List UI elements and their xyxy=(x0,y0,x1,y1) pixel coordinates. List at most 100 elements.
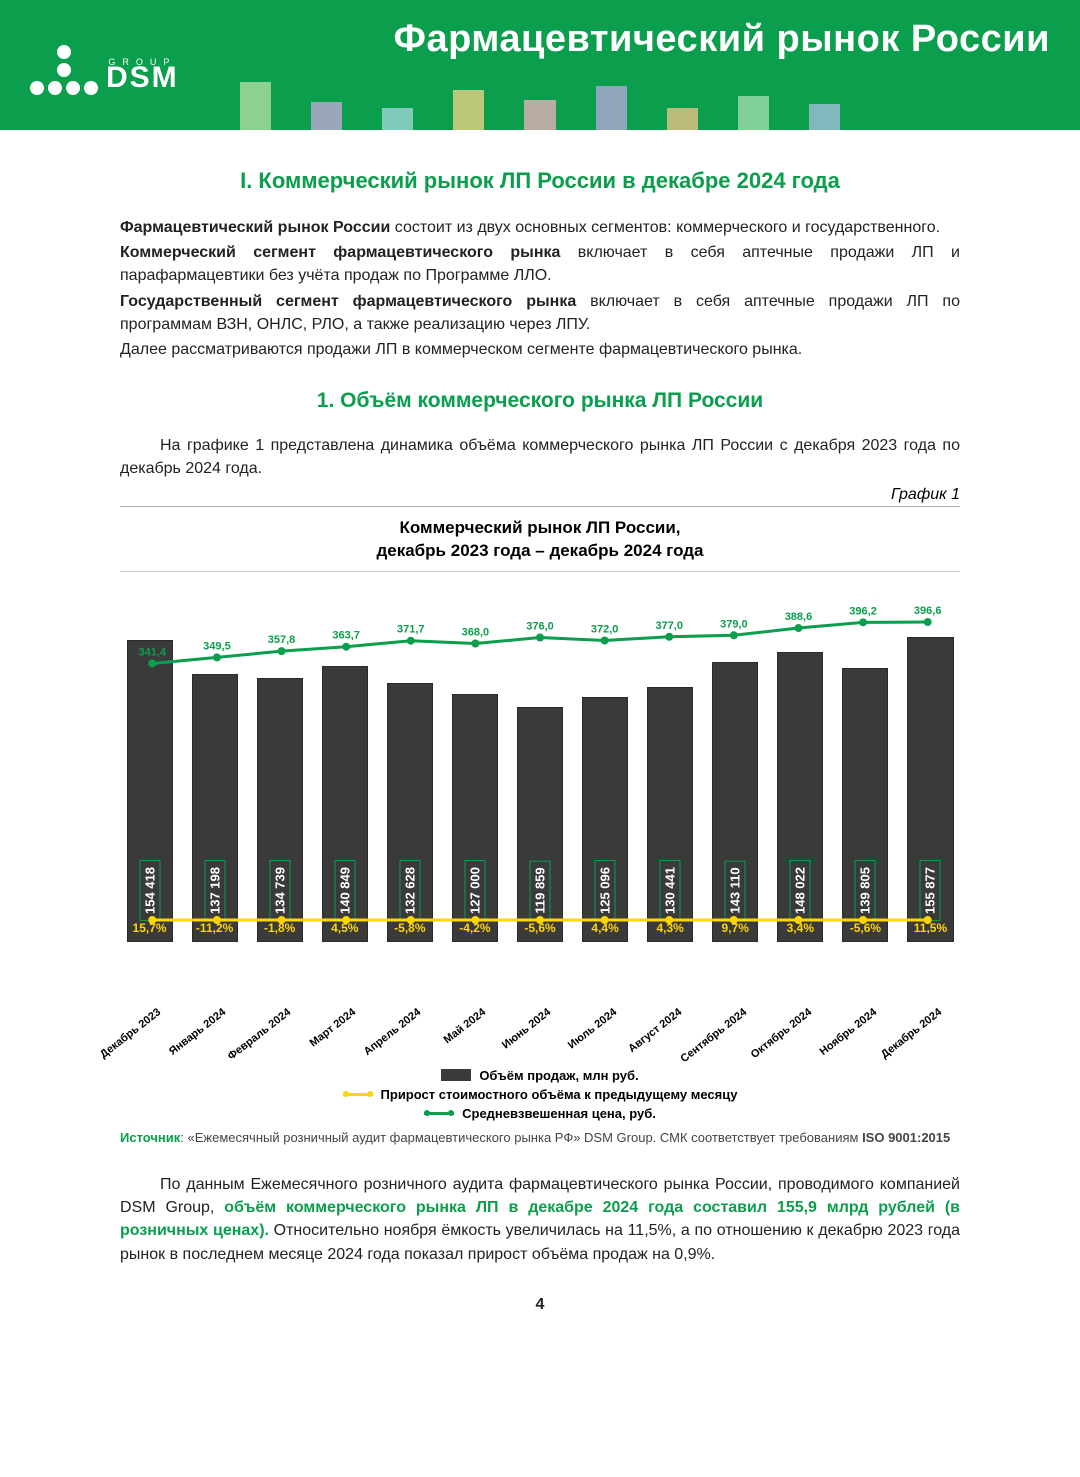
bar-value-label: 125 096 xyxy=(595,860,616,921)
bar-value-label: 140 849 xyxy=(334,860,355,921)
bar-column: 140 8494,5% xyxy=(315,602,374,942)
bar: 119 859-5,6% xyxy=(517,707,563,941)
bar: 127 000-4,2% xyxy=(452,694,498,942)
bar-pct-label: -1,8% xyxy=(264,921,295,935)
banner-decor-bar xyxy=(809,104,840,130)
bar-column: 148 0223,4% xyxy=(771,602,830,942)
legend-item-yellow: Прирост стоимостного объёма к предыдущем… xyxy=(343,1087,738,1102)
source-text: : «Ежемесячный розничный аудит фармацевт… xyxy=(180,1130,862,1145)
bold-span: Государственный сегмент фармацевтическог… xyxy=(120,293,576,310)
bar: 140 8494,5% xyxy=(322,666,368,941)
chart-intro-text: На графике 1 представлена динамика объём… xyxy=(120,435,960,480)
banner-decor-bar xyxy=(524,100,555,130)
chart-x-labels: Декабрь 2023Январь 2024Февраль 2024Март … xyxy=(120,988,960,1018)
bar: 148 0223,4% xyxy=(777,652,823,941)
bar-value-label: 143 110 xyxy=(725,860,746,920)
intro-para-4: Далее рассматриваются продажи ЛП в комме… xyxy=(120,338,960,361)
bar: 139 805-5,6% xyxy=(842,668,888,941)
chart-container: 154 41815,7% 137 198-11,2% 134 739-1,8% 140… xyxy=(120,602,960,1147)
legend-item-bar: Объём продаж, млн руб. xyxy=(441,1068,638,1083)
bar: 132 628-5,8% xyxy=(387,683,433,942)
chart-plot-area: 154 41815,7% 137 198-11,2% 134 739-1,8% 140… xyxy=(120,602,960,942)
bar-column: 119 859-5,6% xyxy=(510,602,569,942)
bar-value-label: 155 877 xyxy=(920,860,941,921)
header-banner: GROUP DSM Фармацевтический рынок России xyxy=(0,0,1080,130)
legend-swatch-bar-icon xyxy=(441,1069,471,1081)
bold-span: Фармацевтический рынок России xyxy=(120,219,390,236)
chart-title-line2: декабрь 2023 года – декабрь 2024 года xyxy=(376,541,703,560)
banner-decor-bars xyxy=(0,75,1080,130)
bar-value-label: 139 805 xyxy=(855,860,876,921)
bar-column: 139 805-5,6% xyxy=(836,602,895,942)
bar-column: 127 000-4,2% xyxy=(445,602,504,942)
bar-value-label: 132 628 xyxy=(399,860,420,921)
bar: 154 41815,7% xyxy=(127,640,173,942)
intro-para-2: Коммерческий сегмент фармацевтического р… xyxy=(120,241,960,287)
x-axis-label: Декабрь 2024 xyxy=(913,988,978,1048)
bar-column: 130 4414,3% xyxy=(641,602,700,942)
page-number: 4 xyxy=(120,1296,960,1314)
bar-column: 154 41815,7% xyxy=(120,602,179,942)
intro-para-3: Государственный сегмент фармацевтическог… xyxy=(120,290,960,336)
banner-decor-bar xyxy=(453,90,484,130)
content-area: I. Коммерческий рынок ЛП России в декабр… xyxy=(0,130,1080,1354)
banner-decor-bar xyxy=(311,102,342,130)
bar-column: 143 1109,7% xyxy=(706,602,765,942)
bar-pct-label: 3,4% xyxy=(787,921,814,935)
bar: 137 198-11,2% xyxy=(192,674,238,942)
legend-label: Средневзвешенная цена, руб. xyxy=(462,1106,656,1121)
bar-column: 134 739-1,8% xyxy=(250,602,309,942)
text-span: состоит из двух основных сегментов: комм… xyxy=(390,219,940,236)
bar-pct-label: 4,4% xyxy=(591,921,618,935)
bar-column: 132 628-5,8% xyxy=(380,602,439,942)
bar-pct-label: 9,7% xyxy=(722,921,749,935)
legend-item-green: Средневзвешенная цена, руб. xyxy=(424,1106,656,1121)
chart-source: Источник: «Ежемесячный розничный аудит ф… xyxy=(120,1129,960,1147)
legend-label: Объём продаж, млн руб. xyxy=(479,1068,638,1083)
source-iso: ISO 9001:2015 xyxy=(862,1130,950,1145)
bars-row: 154 41815,7% 137 198-11,2% 134 739-1,8% 140… xyxy=(120,602,960,942)
subsection-heading: 1. Объём коммерческого рынка ЛП России xyxy=(120,389,960,413)
bar-column: 125 0964,4% xyxy=(576,602,635,942)
bar-value-label: 119 859 xyxy=(530,860,551,920)
bar: 143 1109,7% xyxy=(712,662,758,942)
bar-pct-label: 15,7% xyxy=(133,921,167,935)
bar-pct-label: -5,6% xyxy=(850,921,881,935)
bar-pct-label: 11,5% xyxy=(914,921,947,935)
bar-column: 137 198-11,2% xyxy=(185,602,244,942)
bar-value-label: 127 000 xyxy=(464,860,485,921)
bar-pct-label: -11,2% xyxy=(196,921,233,935)
legend-label: Прирост стоимостного объёма к предыдущем… xyxy=(381,1087,738,1102)
bar: 130 4414,3% xyxy=(647,687,693,942)
bar-value-label: 148 022 xyxy=(790,860,811,921)
bar-value-label: 154 418 xyxy=(139,860,160,921)
bar-pct-label: -4,2% xyxy=(459,921,490,935)
chart-title: Коммерческий рынок ЛП России, декабрь 20… xyxy=(120,517,960,572)
banner-decor-bar xyxy=(240,82,271,130)
bar: 125 0964,4% xyxy=(582,697,628,942)
chart-legend: Объём продаж, млн руб. Прирост стоимостн… xyxy=(120,1068,960,1121)
chart-caption: График 1 xyxy=(120,486,960,507)
chart-title-line1: Коммерческий рынок ЛП России, xyxy=(399,518,680,537)
bold-span: Коммерческий сегмент фармацевтического р… xyxy=(120,244,560,261)
page: GROUP DSM Фармацевтический рынок России … xyxy=(0,0,1080,1477)
source-label: Источник xyxy=(120,1130,180,1145)
banner-decor-bar xyxy=(596,86,627,130)
bar-pct-label: 4,5% xyxy=(331,921,358,935)
bar-pct-label: -5,6% xyxy=(524,921,555,935)
banner-decor-bar xyxy=(738,96,769,130)
banner-decor-bar xyxy=(667,108,698,130)
banner-title: Фармацевтический рынок России xyxy=(30,18,1050,61)
bar-pct-label: -5,8% xyxy=(394,921,425,935)
bar-column: 155 87711,5% xyxy=(901,602,960,942)
bar-value-label: 137 198 xyxy=(204,860,225,921)
bar: 134 739-1,8% xyxy=(257,678,303,941)
bar: 155 87711,5% xyxy=(907,637,953,942)
bar-pct-label: 4,3% xyxy=(656,921,683,935)
legend-swatch-yellow-icon xyxy=(343,1093,373,1096)
banner-decor-bar xyxy=(382,108,413,130)
bar-value-label: 134 739 xyxy=(269,860,290,921)
legend-swatch-green-icon xyxy=(424,1112,454,1115)
intro-para-1: Фармацевтический рынок России состоит из… xyxy=(120,216,960,239)
section-heading: I. Коммерческий рынок ЛП России в декабр… xyxy=(120,168,960,194)
